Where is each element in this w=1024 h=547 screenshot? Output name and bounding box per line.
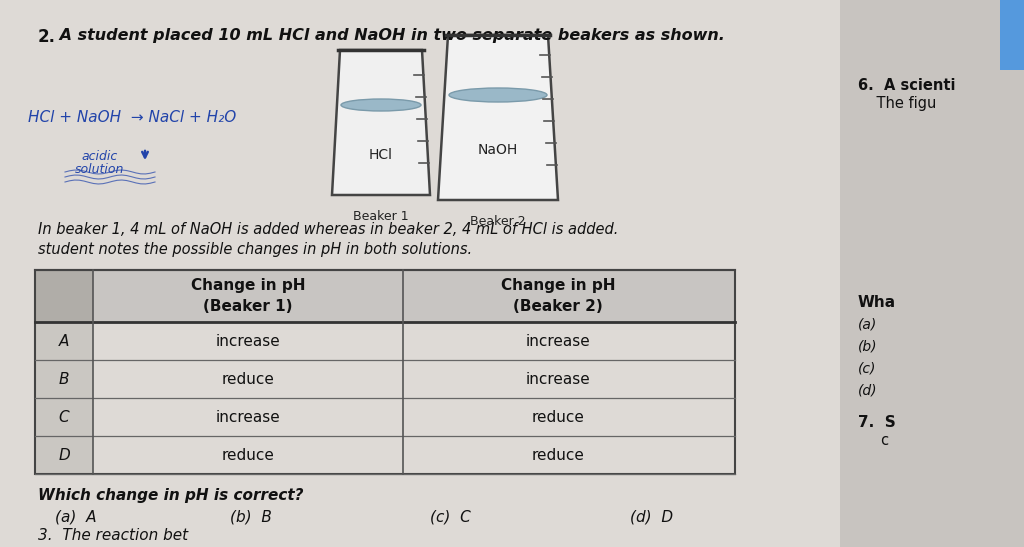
Text: Which change in pH is correct?: Which change in pH is correct?: [38, 488, 303, 503]
Text: B: B: [58, 371, 70, 387]
Bar: [35, 270, 93, 322]
Bar: [35, 270, 735, 474]
Bar: [35, 322, 93, 360]
Bar: [840, 0, 1024, 547]
Bar: [35, 322, 735, 360]
Text: HCl + NaOH  → NaCl + H₂O: HCl + NaOH → NaCl + H₂O: [28, 110, 237, 125]
Bar: [35, 398, 93, 436]
Text: Beaker 2: Beaker 2: [470, 215, 525, 228]
Text: A: A: [58, 334, 70, 348]
Text: Change in pH
(Beaker 1): Change in pH (Beaker 1): [190, 278, 305, 314]
Text: (d)  D: (d) D: [630, 510, 673, 525]
Text: increase: increase: [525, 334, 591, 348]
Text: increase: increase: [216, 410, 281, 424]
Text: (a): (a): [858, 318, 878, 332]
Text: (d): (d): [858, 384, 878, 398]
Ellipse shape: [449, 88, 547, 102]
Bar: [35, 360, 93, 398]
Bar: [35, 436, 735, 474]
Text: increase: increase: [525, 371, 591, 387]
Text: The figu: The figu: [858, 96, 936, 111]
Text: reduce: reduce: [531, 410, 585, 424]
Text: NaOH: NaOH: [478, 143, 518, 157]
Text: HCl: HCl: [369, 148, 393, 162]
Text: solution: solution: [76, 163, 125, 176]
Text: 7.  S: 7. S: [858, 415, 896, 430]
Bar: [35, 436, 93, 474]
Text: Change in pH
(Beaker 2): Change in pH (Beaker 2): [501, 278, 615, 314]
Text: student notes the possible changes in pH in both solutions.: student notes the possible changes in pH…: [38, 242, 472, 257]
Bar: [0, 0, 840, 547]
Text: (a)  A: (a) A: [55, 510, 96, 525]
Text: c: c: [858, 433, 889, 448]
Text: 3.  The reaction bet: 3. The reaction bet: [38, 528, 188, 543]
Polygon shape: [438, 35, 558, 200]
Text: 6.  A scienti: 6. A scienti: [858, 78, 955, 93]
Bar: [35, 360, 735, 398]
Text: reduce: reduce: [221, 447, 274, 463]
Text: increase: increase: [216, 334, 281, 348]
Text: reduce: reduce: [531, 447, 585, 463]
Polygon shape: [334, 105, 428, 193]
Text: Wha: Wha: [858, 295, 896, 310]
Text: Beaker 1: Beaker 1: [353, 210, 409, 223]
Polygon shape: [332, 50, 430, 195]
Bar: [35, 270, 735, 322]
Text: (b)  B: (b) B: [230, 510, 272, 525]
Text: C: C: [58, 410, 70, 424]
Text: 2.: 2.: [38, 28, 56, 46]
Polygon shape: [440, 95, 556, 198]
Ellipse shape: [341, 99, 421, 111]
Bar: [35, 398, 735, 436]
Text: In beaker 1, 4 mL of NaOH is added whereas in beaker 2, 4 mL of HCl is added.: In beaker 1, 4 mL of NaOH is added where…: [38, 222, 618, 237]
Text: acidic: acidic: [82, 150, 118, 163]
Text: (b): (b): [858, 340, 878, 354]
Text: (c)  C: (c) C: [430, 510, 471, 525]
Text: (c): (c): [858, 362, 877, 376]
Text: A student placed 10 mL HCl and NaOH in two separate beakers as shown.: A student placed 10 mL HCl and NaOH in t…: [54, 28, 725, 43]
Bar: [1000, 0, 1024, 70]
Text: reduce: reduce: [221, 371, 274, 387]
Text: D: D: [58, 447, 70, 463]
